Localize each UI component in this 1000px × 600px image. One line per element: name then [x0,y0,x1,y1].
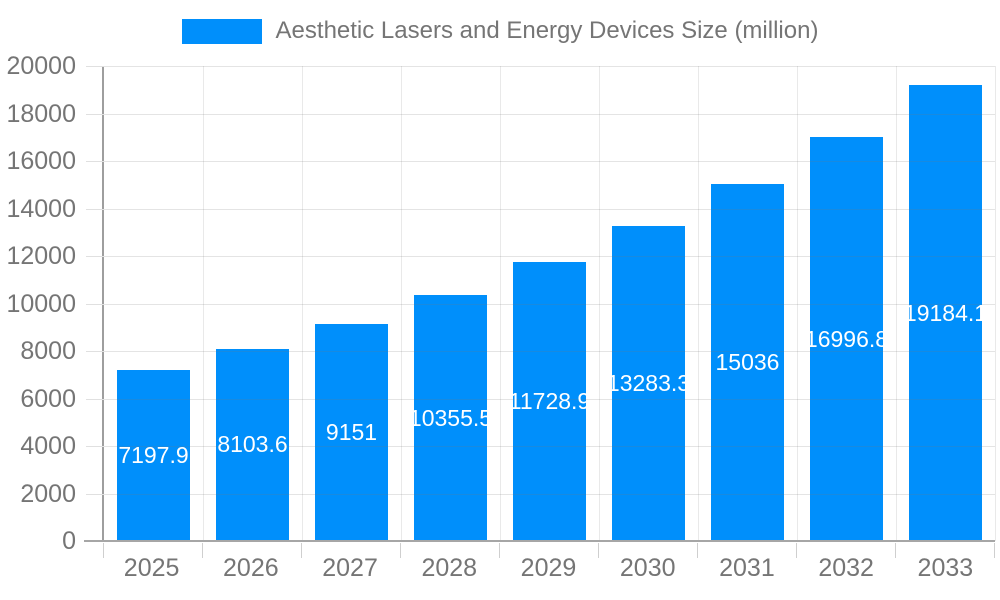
legend[interactable]: Aesthetic Lasers and Energy Devices Size… [0,14,1000,48]
y-tick-6000 [86,398,104,400]
bar-slot-2025: 7197.9 [104,66,203,541]
y-axis-label-14000: 14000 [6,194,76,223]
x-axis-label-2029: 2029 [520,554,577,582]
y-axis-label-20000: 20000 [6,52,76,80]
bar-value-label: 13283.3 [612,369,685,396]
bar-slot-2029: 11728.9 [500,66,599,541]
y-tick-14000 [86,208,104,210]
y-axis-label-0: 0 [62,527,76,555]
y-tick-10000 [86,303,104,305]
bar-slot-2026: 8103.6 [203,66,302,541]
bar-value-label: 15036 [715,348,780,375]
y-tick-8000 [86,351,104,352]
v-gridline-9 [995,66,996,541]
bar-2027[interactable]: 9151 [315,323,388,541]
y-axis-label-4000: 4000 [20,432,76,460]
bar-slot-2027: 9151 [302,66,401,541]
x-axis-label-2033: 2033 [917,554,974,582]
bars-container: 7197.9 8103.6 9151 10355.5 11728.9 13283.3 150… [104,66,995,541]
y-tick-18000 [86,113,104,115]
bar-value-label: 19184.1 [909,299,982,326]
x-axis-label-2032: 2032 [818,554,874,582]
bar-slot-2031: 15036 [698,66,797,541]
plot-area: 7197.9 8103.6 9151 10355.5 11728.9 13283.3 150… [86,66,996,558]
y-axis-label-16000: 16000 [6,147,76,175]
x-axis-labels: 2025 2026 2027 2028 2029 2030 2031 2032 2033 [102,554,995,583]
y-axis-label-6000: 6000 [20,384,76,413]
bar-2032[interactable]: 16996.8 [810,137,883,541]
x-axis-label-2026: 2026 [223,554,279,582]
bar-2033[interactable]: 19184.1 [909,85,982,541]
bar-2025[interactable]: 7197.9 [117,370,190,541]
x-axis-line [84,540,995,542]
x-axis-label-2031: 2031 [719,554,775,582]
bar-2026[interactable]: 8103.6 [216,348,289,541]
bar-value-label: 8103.6 [217,431,288,458]
bar-value-label: 7197.9 [118,442,189,469]
y-axis-label-12000: 12000 [6,242,76,270]
y-tick-12000 [86,256,104,257]
bar-2029[interactable]: 11728.9 [513,262,586,541]
bar-2031[interactable]: 15036 [711,183,784,541]
bar-value-label: 11728.9 [513,388,586,415]
y-axis-label-10000: 10000 [6,289,76,318]
x-axis-label-2028: 2028 [421,554,478,582]
legend-swatch-icon [181,18,262,44]
bar-slot-2032: 16996.8 [797,66,896,541]
y-axis-label-18000: 18000 [6,99,76,128]
y-tick-2000 [86,493,104,495]
y-tick-16000 [86,161,104,162]
y-axis-label-2000: 2000 [20,479,76,508]
x-axis-label-2025: 2025 [123,554,180,582]
bar-slot-2033: 19184.1 [896,66,995,541]
y-axis-label-8000: 8000 [20,337,76,365]
bar-value-label: 9151 [325,418,378,445]
bar-2030[interactable]: 13283.3 [612,225,685,541]
bar-slot-2028: 10355.5 [401,66,500,541]
bar-value-label: 10355.5 [414,404,487,431]
bar-value-label: 16996.8 [810,325,883,352]
bar-2028[interactable]: 10355.5 [414,295,487,541]
y-tick-20000 [86,66,104,67]
y-tick-4000 [86,446,104,447]
legend-label: Aesthetic Lasers and Energy Devices Size… [275,17,819,44]
x-axis-label-2030: 2030 [619,554,676,582]
x-axis-label-2027: 2027 [322,554,378,582]
bar-slot-2030: 13283.3 [599,66,698,541]
